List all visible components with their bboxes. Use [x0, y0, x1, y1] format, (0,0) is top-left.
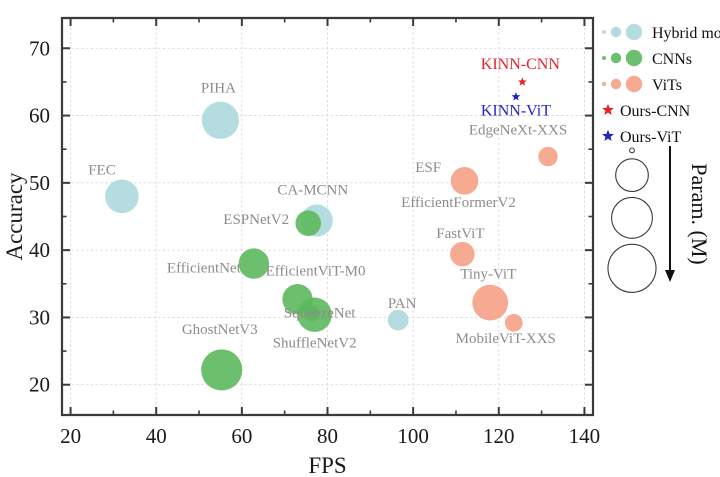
- y-tick-label: 30: [29, 305, 50, 329]
- x-tick-label: 60: [231, 424, 252, 448]
- legend-star-swatch: [602, 129, 614, 142]
- y-tick-label: 70: [29, 36, 50, 60]
- data-bubble: [238, 248, 270, 279]
- highlight-markers-group: KINN-CNN KINN-ViT: [481, 56, 561, 120]
- data-bubble: [504, 313, 523, 332]
- legend-bubble-swatch: [610, 78, 622, 90]
- data-point-label: PAN: [388, 296, 417, 312]
- data-point-label: EfficientFormerV2: [401, 195, 516, 211]
- x-tick-label: 140: [569, 424, 601, 448]
- data-bubble: [295, 210, 322, 237]
- size-legend-circle: [607, 243, 657, 293]
- data-point-labels-group: FEC PIHA CA-MCNN PAN ESPNetV2 EfficientNet Gho…: [88, 80, 567, 351]
- data-point-label: MobileViT-XXS: [456, 331, 556, 347]
- x-tick-label: 120: [483, 424, 515, 448]
- legend-bubble-swatch: [602, 56, 606, 60]
- y-axis-title: Accuracy: [2, 172, 27, 261]
- legend-bubble-swatch: [610, 26, 622, 38]
- highlight-label: KINN-ViT: [481, 103, 551, 120]
- data-point-label: EfficientNet: [167, 261, 242, 277]
- legend-entry-label[interactable]: ViTs: [652, 77, 682, 94]
- data-bubble: [450, 167, 479, 195]
- data-point-label: FEC: [88, 162, 116, 178]
- axis-titles-group: FPS Accuracy: [2, 172, 347, 477]
- x-tick-label: 20: [60, 424, 81, 448]
- data-point-label: ShuffleNetV2: [273, 336, 357, 352]
- x-axis-title: FPS: [308, 453, 346, 477]
- data-point-label: ESPNetV2: [223, 212, 289, 228]
- size-legend-circle: [629, 147, 635, 154]
- legend-group: Hybrid model CNNs ViTs Ours-CNN Ours-ViT Para…: [602, 23, 720, 293]
- data-point-label: CA-MCNN: [277, 183, 348, 199]
- x-tick-label: 40: [146, 424, 167, 448]
- data-bubble: [472, 284, 509, 321]
- data-bubble: [105, 179, 139, 214]
- data-point-label: Tiny-ViT: [460, 267, 516, 283]
- data-bubble: [303, 305, 320, 322]
- data-bubble: [450, 241, 475, 267]
- data-bubble: [538, 146, 558, 167]
- data-point-label: GhostNetV3: [182, 322, 258, 338]
- legend-bubble-swatch: [602, 30, 606, 34]
- highlight-label: KINN-CNN: [481, 56, 561, 73]
- legend-bubble-swatch: [625, 75, 643, 93]
- y-tick-label: 50: [29, 171, 50, 195]
- legend-star-swatch: [602, 103, 614, 116]
- data-bubble: [201, 349, 243, 391]
- data-point-label: EdgeNeXt-XXS: [469, 123, 567, 139]
- data-bubbles-group: [105, 101, 558, 391]
- highlight-star-marker: [517, 77, 527, 86]
- data-point-label: PIHA: [201, 80, 236, 96]
- legend-bubble-swatch: [610, 52, 622, 64]
- data-point-label: EfficientViT-M0: [266, 263, 366, 279]
- legend-entry-label[interactable]: CNNs: [652, 51, 692, 68]
- x-tick-label: 80: [317, 424, 338, 448]
- size-legend-title: Param. (M): [687, 163, 712, 264]
- data-point-label: SqueezeNet: [284, 305, 356, 321]
- data-point-label: FastViT: [436, 226, 484, 242]
- data-bubble: [387, 309, 409, 331]
- axis-ticks-group: [62, 18, 593, 415]
- legend-bubble-swatch: [625, 23, 643, 41]
- size-legend-circle: [615, 158, 649, 193]
- size-legend-arrow-head: [665, 270, 675, 282]
- y-tick-label: 60: [29, 104, 50, 128]
- size-legend-circle: [611, 196, 653, 239]
- data-bubble: [201, 101, 240, 139]
- y-tick-label: 20: [29, 373, 50, 397]
- data-bubble: [282, 284, 313, 315]
- legend-entry-label[interactable]: Ours-CNN: [620, 103, 691, 120]
- legend-entry-label[interactable]: Hybrid model: [652, 25, 720, 42]
- data-point-label: ESF: [415, 160, 441, 176]
- legend-bubble-swatch: [602, 82, 606, 86]
- axis-ticklabels-group: 20 40 60 80 100 120 140 20 30 40 50 60 70: [29, 36, 600, 448]
- highlight-star-marker: [511, 92, 521, 101]
- legend-entry-label[interactable]: Ours-ViT: [620, 129, 681, 146]
- y-tick-label: 40: [29, 238, 50, 262]
- x-tick-label: 100: [397, 424, 429, 448]
- axes-frame: [60, 16, 595, 417]
- legend-bubble-swatch: [625, 49, 643, 67]
